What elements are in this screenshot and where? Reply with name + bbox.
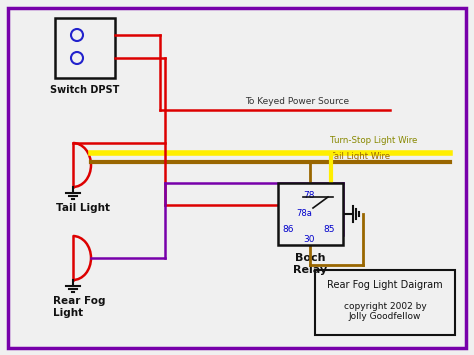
Text: Tail Light: Tail Light bbox=[56, 203, 110, 213]
Circle shape bbox=[71, 52, 83, 64]
Text: 78: 78 bbox=[303, 191, 315, 200]
Bar bbox=[278, 183, 343, 245]
Circle shape bbox=[71, 29, 83, 41]
Text: Switch DPST: Switch DPST bbox=[50, 85, 120, 95]
Text: Rear Fog Light Daigram: Rear Fog Light Daigram bbox=[327, 280, 443, 290]
Bar bbox=[55, 18, 115, 78]
Bar bbox=[315, 270, 455, 335]
Text: Rear Fog
Light: Rear Fog Light bbox=[53, 296, 106, 318]
Text: 85: 85 bbox=[323, 225, 335, 234]
Text: Boch
Relay: Boch Relay bbox=[293, 253, 328, 275]
Text: Tail Light Wire: Tail Light Wire bbox=[330, 152, 390, 161]
Text: 30: 30 bbox=[303, 235, 315, 244]
Text: 78a: 78a bbox=[296, 209, 312, 218]
Text: copyright 2002 by
Jolly Goodfellow: copyright 2002 by Jolly Goodfellow bbox=[344, 302, 427, 321]
Text: 86: 86 bbox=[282, 225, 293, 234]
Text: To Keyed Power Source: To Keyed Power Source bbox=[245, 97, 349, 106]
Text: Turn-Stop Light Wire: Turn-Stop Light Wire bbox=[330, 136, 418, 145]
